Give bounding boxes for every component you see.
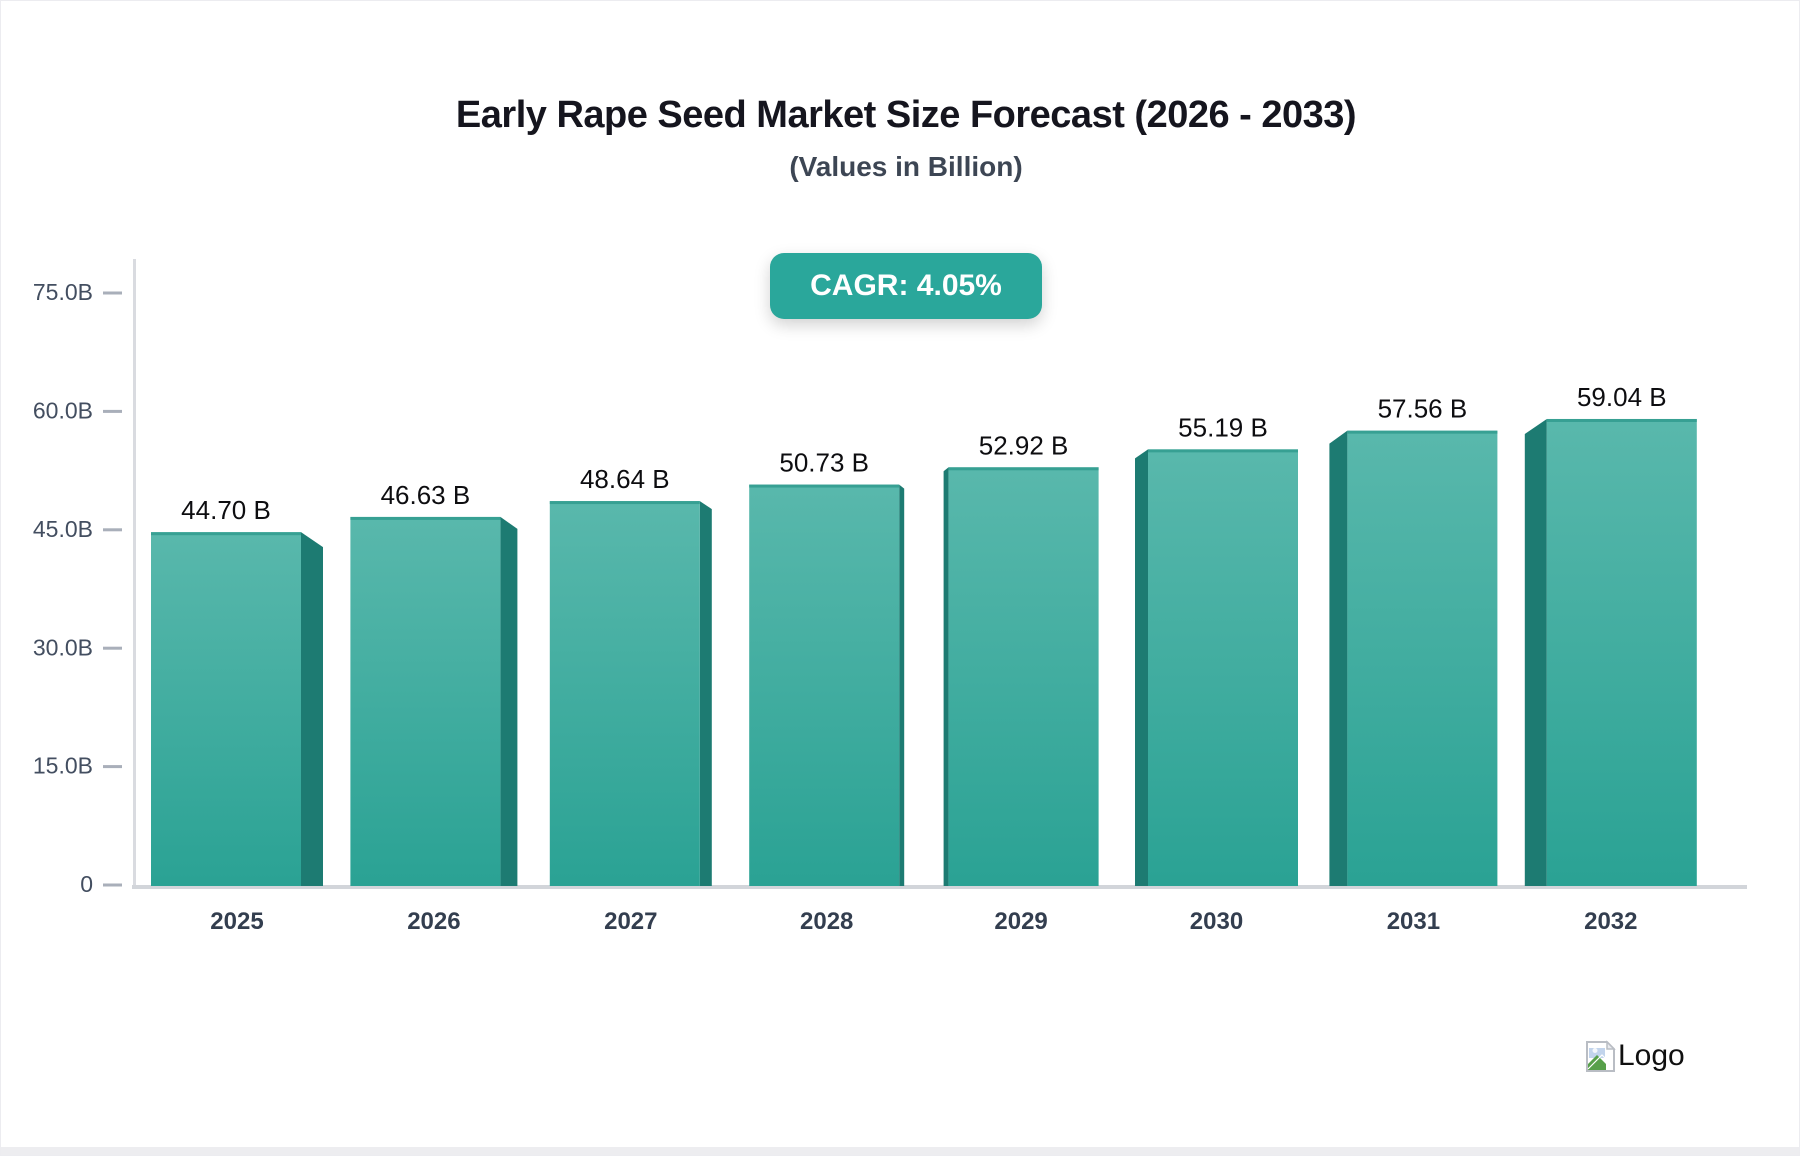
- y-axis-tick: [103, 883, 122, 887]
- bar-value-label: 44.70 B: [181, 495, 271, 525]
- bar-side-panel: [943, 467, 949, 886]
- bar-face: [151, 532, 301, 886]
- bar-group-2031: 57.56 B 2031: [1329, 394, 1498, 935]
- bar-side-panel: [899, 484, 905, 886]
- chart-title: Early Rape Seed Market Size Forecast (20…: [455, 94, 1357, 136]
- x-axis-category-label: 2031: [1387, 908, 1440, 935]
- bar-face: [948, 467, 1099, 886]
- bar-group-2026: 46.63 B 2026: [350, 480, 518, 935]
- y-axis-tick-label: 75.0B: [33, 279, 93, 305]
- bottom-edge-strip: [1, 1147, 1799, 1155]
- y-axis-tick-label: 60.0B: [33, 397, 93, 423]
- logo-alt-text: Logo: [1618, 1039, 1685, 1072]
- bar-value-label: 59.04 B: [1577, 382, 1667, 412]
- bar-top-edge: [350, 516, 501, 520]
- chart-header: Early Rape Seed Market Size Forecast (20…: [6, 1, 1799, 183]
- bar-top-edge: [1546, 418, 1697, 422]
- bar-top-edge: [749, 484, 900, 488]
- y-axis-tick: [103, 409, 122, 413]
- y-axis-tick: [103, 765, 122, 769]
- bar-face: [749, 484, 900, 886]
- chart-subtitle: (Values in Billion): [789, 151, 1023, 182]
- bar-value-label: 46.63 B: [381, 480, 471, 510]
- bar-side-panel: [1524, 418, 1547, 886]
- bar-group-2028: 50.73 B 2028: [749, 448, 905, 935]
- y-axis-line: [133, 259, 136, 887]
- x-axis-category-label: 2026: [407, 908, 460, 935]
- bar-face: [1546, 418, 1697, 886]
- bar-group-2030: 55.19 B 2030: [1135, 412, 1298, 935]
- bar-group-2025: 44.70 B 2025: [151, 495, 323, 935]
- x-axis-category-label: 2028: [800, 908, 853, 935]
- bar-side-panel: [500, 516, 518, 886]
- bar-side-panel: [1135, 449, 1148, 886]
- y-axis-tick-label: 15.0B: [33, 753, 93, 779]
- bar-value-label: 52.92 B: [979, 430, 1069, 460]
- bar-value-label: 50.73 B: [779, 448, 869, 478]
- bar-face: [1347, 430, 1498, 886]
- bar-value-label: 48.64 B: [580, 464, 670, 494]
- x-axis-category-label: 2030: [1190, 908, 1243, 935]
- bar-group-2029: 52.92 B 2029: [943, 430, 1099, 935]
- bar-face: [350, 516, 501, 886]
- x-axis-baseline: [132, 885, 1747, 889]
- y-axis-tick-label: 0: [80, 871, 93, 897]
- x-axis-category-label: 2025: [210, 908, 263, 935]
- bar-face: [549, 501, 700, 886]
- logo-placeholder: Logo: [1584, 1039, 1685, 1073]
- bar-side-panel: [1329, 430, 1348, 886]
- bar-group-2027: 48.64 B 2027: [549, 464, 712, 935]
- bar-value-label: 57.56 B: [1378, 394, 1468, 424]
- bar-top-edge: [549, 501, 700, 505]
- bar-top-edge: [151, 532, 301, 536]
- y-axis-tick: [103, 646, 122, 650]
- x-axis-category-label: 2029: [994, 908, 1047, 935]
- x-axis-category-label: 2032: [1584, 908, 1637, 935]
- bar-face: [1148, 449, 1298, 886]
- bar-top-edge: [1347, 430, 1498, 434]
- x-axis-category-label: 2027: [604, 908, 657, 935]
- y-axis-tick-label: 30.0B: [33, 634, 93, 660]
- y-axis-tick: [103, 528, 122, 532]
- bar-group-2032: 59.04 B 2032: [1524, 382, 1697, 935]
- bar-side-panel: [699, 501, 712, 886]
- cagr-badge: CAGR: 4.05%: [770, 253, 1042, 319]
- bar-top-edge: [948, 467, 1099, 471]
- y-axis-tick: [103, 291, 122, 295]
- y-axis-tick-label: 45.0B: [33, 516, 93, 542]
- bar-side-panel: [301, 532, 323, 886]
- bar-value-label: 55.19 B: [1178, 412, 1268, 442]
- market-size-bar-chart: 0 15.0B 30.0B 45.0B 60.0B 75.0B 44.70 B 2025 46.…: [33, 259, 1747, 935]
- bar-top-edge: [1148, 449, 1298, 453]
- broken-image-icon: [1586, 1039, 1616, 1072]
